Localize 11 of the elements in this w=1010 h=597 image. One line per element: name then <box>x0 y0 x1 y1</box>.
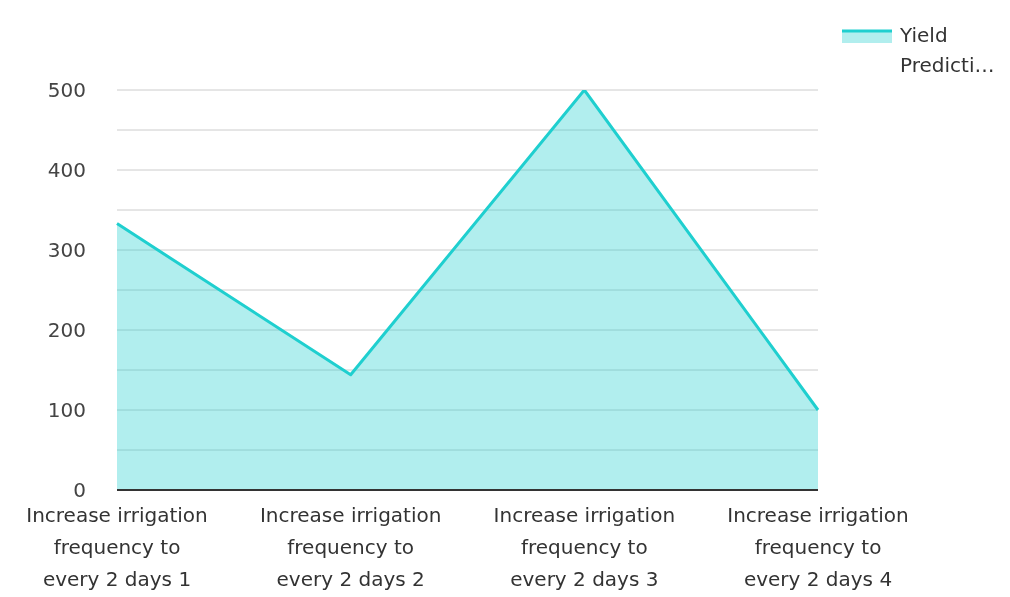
y-tick-label: 100 <box>47 398 86 423</box>
y-tick-label: 500 <box>47 78 86 103</box>
y-tick-label: 400 <box>47 158 86 183</box>
y-tick-label: 0 <box>73 478 86 503</box>
x-tick-label: Increase irrigation frequency to every 2 days 1 <box>26 503 208 591</box>
y-tick-label: 300 <box>47 238 86 263</box>
x-tick-label: Increase irrigation frequency to every 2 days 3 <box>493 503 676 591</box>
legend-label: Yield Predicti… <box>900 22 995 79</box>
x-tick-label: Increase irrigation frequency to every 2 days 2 <box>259 503 442 591</box>
y-tick-label: 200 <box>47 318 86 343</box>
x-tick-label: Increase irrigation frequency to every 2 days 4 <box>727 503 909 591</box>
